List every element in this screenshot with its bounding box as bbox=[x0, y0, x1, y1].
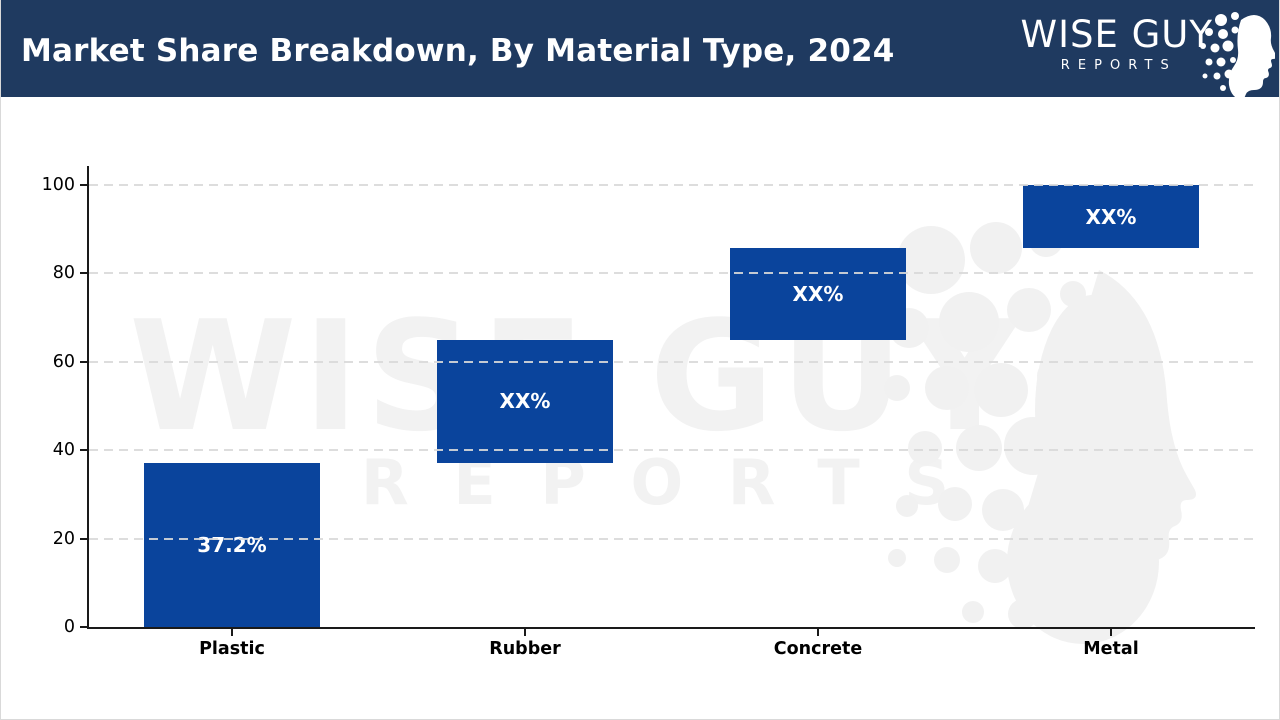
y-tick-mark bbox=[80, 449, 87, 452]
logo-subtext: REPORTS bbox=[1060, 58, 1177, 73]
gridline-y-100 bbox=[89, 184, 1254, 186]
wise-guy-logo: WISE GUY REPORTS bbox=[1005, 8, 1275, 101]
bar-value-label: XX% bbox=[499, 389, 551, 414]
x-category-label-concrete: Concrete bbox=[773, 639, 863, 659]
y-tick-label: 0 bbox=[63, 617, 75, 637]
x-tick-mark bbox=[1110, 629, 1112, 636]
x-axis-spine bbox=[87, 627, 1255, 629]
bar-concrete bbox=[730, 248, 906, 340]
bar-value-label: XX% bbox=[1085, 204, 1137, 229]
y-tick-label: 100 bbox=[41, 175, 75, 195]
logo-wordmark: WISE GUY bbox=[1020, 13, 1213, 56]
x-tick-mark bbox=[817, 629, 819, 636]
gridline-y-20 bbox=[89, 537, 1254, 540]
y-tick-mark bbox=[80, 626, 87, 628]
y-tick-label: 20 bbox=[52, 528, 75, 549]
logo-text: WISE GUY REPORTS bbox=[1020, 13, 1213, 74]
x-category-label-plastic: Plastic bbox=[199, 639, 265, 659]
header: Market Share Breakdown, By Material Type… bbox=[1, 0, 1279, 101]
y-tick-mark bbox=[80, 537, 87, 540]
y-tick-mark bbox=[80, 184, 87, 186]
bar-rubber bbox=[437, 339, 613, 463]
x-category-label-rubber: Rubber bbox=[489, 639, 561, 659]
bar-value-label: 37.2% bbox=[197, 532, 267, 557]
bar-value-label: XX% bbox=[792, 281, 844, 306]
x-category-label-metal: Metal bbox=[1083, 639, 1139, 659]
chart-title: Market Share Breakdown, By Material Type… bbox=[21, 33, 895, 69]
y-tick-label: 80 bbox=[52, 263, 75, 284]
bar-plastic bbox=[144, 462, 320, 627]
y-axis-spine bbox=[87, 166, 89, 629]
y-tick-mark bbox=[80, 360, 87, 363]
y-tick-mark bbox=[80, 272, 87, 275]
bar-metal bbox=[1023, 185, 1199, 249]
y-tick-label: 60 bbox=[52, 351, 75, 372]
gridline-y-60 bbox=[89, 360, 1254, 363]
logo-face-icon bbox=[1200, 12, 1275, 101]
x-tick-mark bbox=[231, 629, 233, 636]
watermark-face-dots bbox=[884, 222, 1196, 644]
gridline-y-80 bbox=[89, 272, 1254, 275]
y-tick-label: 40 bbox=[52, 440, 75, 461]
gridline-y-40 bbox=[89, 449, 1254, 452]
x-tick-mark bbox=[524, 629, 526, 636]
